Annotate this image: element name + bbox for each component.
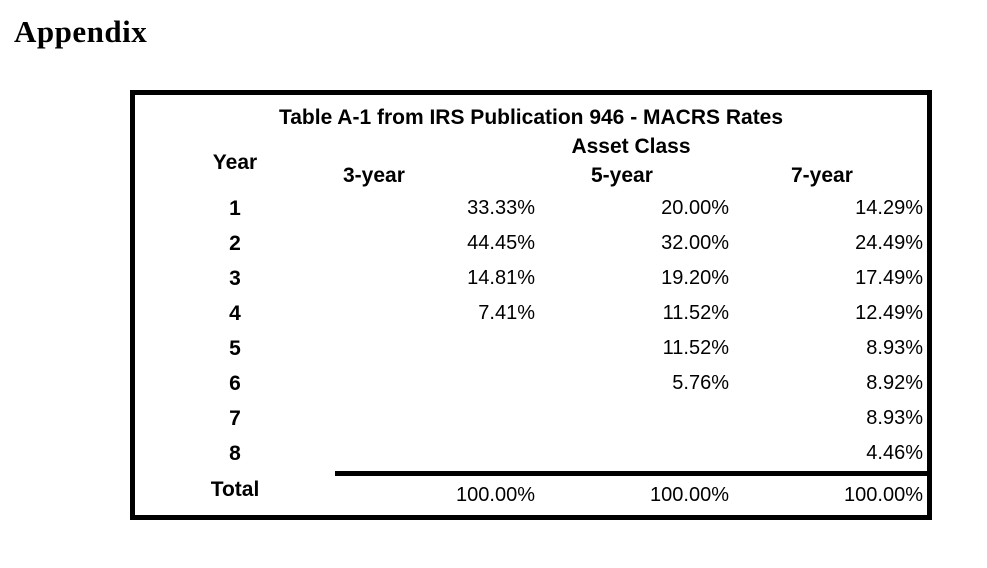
rate-value: 5.76% — [672, 372, 729, 394]
macrs-rates-table: Table A-1 from IRS Publication 946 - MAC… — [130, 90, 932, 520]
table-row: 2 44.45% 32.00% 24.49% — [135, 226, 927, 261]
rate-value: 11.52% — [662, 302, 729, 324]
rate-value: 8.93% — [866, 337, 923, 359]
column-header-5-year: 5-year — [591, 164, 653, 187]
year-label: 4 — [229, 302, 241, 325]
rate-value: 33.33% — [467, 197, 535, 219]
table-row: 4 7.41% 11.52% 12.49% — [135, 296, 927, 331]
total-value: 100.00% — [539, 471, 733, 514]
total-value: 100.00% — [733, 471, 927, 514]
year-column-header: Year — [212, 150, 258, 174]
total-label: Total — [210, 478, 260, 501]
rate-value: 44.45% — [467, 232, 535, 254]
rate-value: 20.00% — [661, 197, 729, 219]
year-label: 1 — [229, 197, 241, 220]
rate-value: 8.92% — [866, 372, 923, 394]
asset-class-header: Asset Class — [571, 135, 691, 158]
year-label: 8 — [229, 442, 241, 465]
rate-value — [335, 401, 539, 436]
year-label: 7 — [229, 407, 241, 430]
table-row: 8 4.46% — [135, 436, 927, 471]
table-row: 3 14.81% 19.20% 17.49% — [135, 261, 927, 296]
total-value: 100.00% — [335, 471, 539, 514]
column-header-7-year: 7-year — [791, 164, 853, 187]
rate-value — [335, 436, 539, 471]
rate-value: 17.49% — [855, 267, 923, 289]
table-row: 6 5.76% 8.92% — [135, 366, 927, 401]
year-label: 2 — [229, 232, 241, 255]
rate-value — [335, 366, 539, 401]
year-label: 5 — [229, 337, 241, 360]
rate-value: 19.20% — [661, 267, 729, 289]
table-title: Table A-1 from IRS Publication 946 - MAC… — [278, 106, 784, 129]
rate-value: 32.00% — [661, 232, 729, 254]
table-row: 7 8.93% — [135, 401, 927, 436]
rate-value: 11.52% — [662, 337, 729, 359]
rate-value: 12.49% — [855, 302, 923, 324]
year-label: 3 — [229, 267, 241, 290]
appendix-heading: Appendix — [14, 14, 148, 49]
rate-value: 8.93% — [866, 407, 923, 429]
table-total-row: Total 100.00% 100.00% 100.00% — [135, 471, 927, 511]
rate-value: 14.29% — [855, 197, 923, 219]
table-row: 1 33.33% 20.00% 14.29% — [135, 191, 927, 226]
rate-value — [539, 401, 733, 436]
table-row: 5 11.52% 8.93% — [135, 331, 927, 366]
year-label: 6 — [229, 372, 241, 395]
rate-value: 14.81% — [467, 267, 535, 289]
rate-value: 24.49% — [855, 232, 923, 254]
rate-value — [335, 331, 539, 366]
table-header: Year Asset Class 3-year 5-year 7-year — [135, 133, 927, 191]
column-header-3-year: 3-year — [343, 164, 405, 187]
rate-value: 4.46% — [866, 442, 923, 464]
rate-value: 7.41% — [478, 302, 535, 324]
rate-value — [539, 436, 733, 471]
